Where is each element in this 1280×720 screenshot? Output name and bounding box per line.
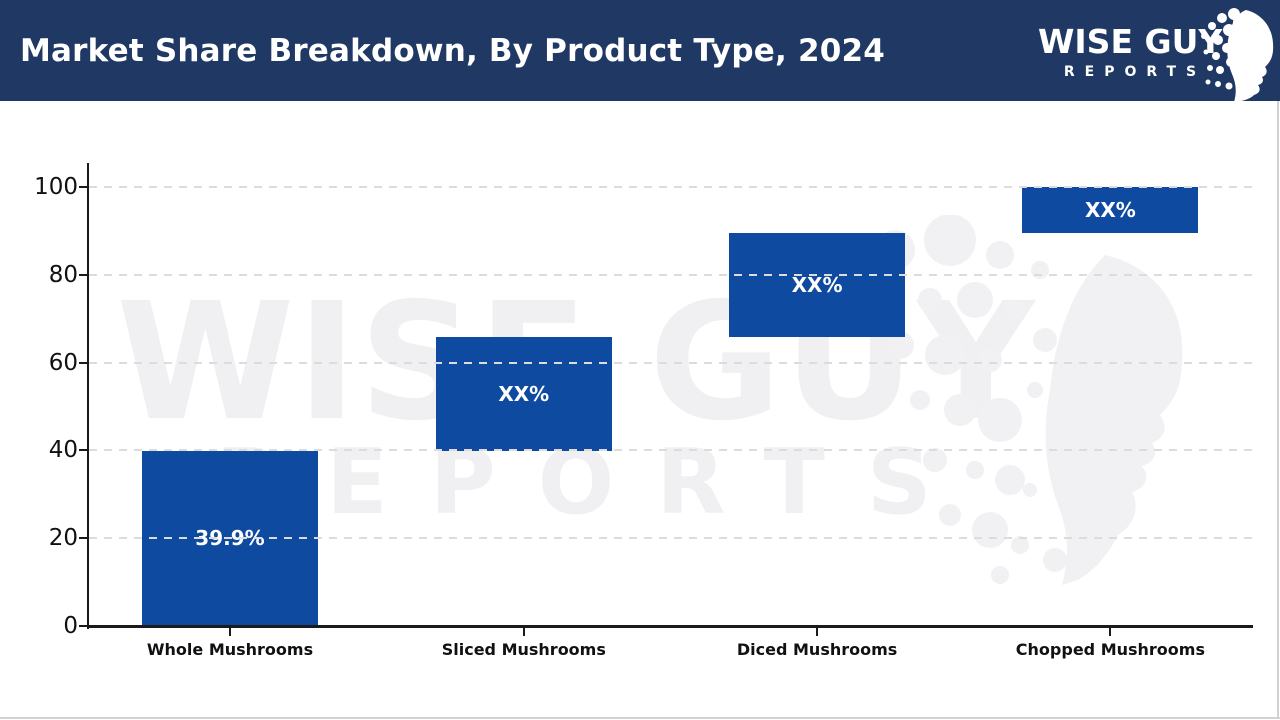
- y-tick-mark: [79, 186, 87, 188]
- logo-subtext: REPORTS: [1063, 64, 1207, 80]
- x-tick-mark: [816, 628, 819, 636]
- wise-guy-logo: WISE GUY REPORTS: [1038, 8, 1274, 102]
- y-gridline: [89, 537, 1253, 540]
- logo-wordmark: WISE GUY: [1038, 22, 1223, 61]
- bar-value-label: XX%: [1084, 198, 1136, 223]
- x-tick-mark: [522, 628, 525, 636]
- x-tick-mark: [1109, 628, 1112, 636]
- page-title: Market Share Breakdown, By Product Type,…: [20, 32, 886, 69]
- x-axis-spine: [87, 625, 1253, 628]
- y-tick-mark: [79, 361, 87, 364]
- watermark-subtext: REPORTS: [215, 430, 974, 535]
- y-tick-mark: [79, 625, 87, 627]
- bar-value-label: XX%: [498, 381, 550, 406]
- y-tick-label: 100: [34, 174, 78, 200]
- category-label: Sliced Mushrooms: [441, 640, 606, 659]
- y-tick-mark: [79, 449, 87, 452]
- right-border-line: [1277, 101, 1279, 718]
- y-gridline: [89, 361, 1253, 364]
- bar-segment: XX%: [729, 233, 906, 337]
- header: Market Share Breakdown, By Product Type,…: [0, 0, 1280, 102]
- bar-value-label: XX%: [791, 272, 843, 297]
- y-tick-label: 20: [48, 525, 78, 552]
- y-tick-label: 80: [48, 261, 78, 288]
- y-tick-label: 40: [48, 437, 78, 464]
- category-label: Chopped Mushrooms: [1015, 640, 1205, 659]
- bottom-border-line: [0, 717, 1280, 719]
- y-gridline: [89, 186, 1253, 188]
- y-axis-spine: [87, 163, 89, 629]
- y-tick-label: 0: [63, 613, 78, 639]
- y-tick-mark: [79, 537, 87, 540]
- bar-segment: XX%: [435, 336, 612, 451]
- category-label: Diced Mushrooms: [736, 640, 898, 659]
- y-tick-label: 60: [48, 349, 78, 376]
- category-label: Whole Mushrooms: [146, 640, 314, 659]
- bar-segment: XX%: [1022, 187, 1199, 234]
- y-gridline: [89, 449, 1253, 452]
- y-tick-mark: [79, 273, 87, 276]
- y-gridline: [89, 273, 1253, 276]
- dot-face-icon: [1201, 8, 1274, 102]
- x-tick-mark: [229, 628, 231, 636]
